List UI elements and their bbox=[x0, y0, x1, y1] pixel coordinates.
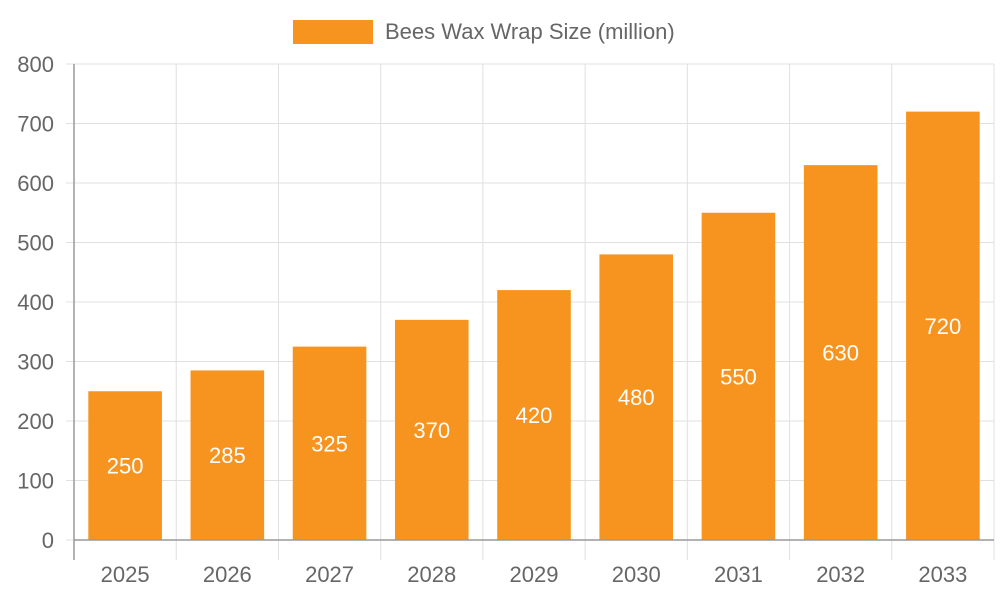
y-tick-label: 300 bbox=[17, 350, 54, 375]
bar bbox=[803, 165, 878, 540]
y-tick-label: 100 bbox=[17, 469, 54, 494]
bar bbox=[394, 319, 469, 540]
bar-value-label: 550 bbox=[720, 364, 757, 389]
y-tick-label: 800 bbox=[17, 52, 54, 77]
bar-value-label: 250 bbox=[107, 454, 144, 479]
bar-value-label: 480 bbox=[618, 385, 655, 410]
bar-value-label: 630 bbox=[822, 341, 859, 366]
y-tick-label: 400 bbox=[17, 290, 54, 315]
data-labels: 250 285 325 370 420 480 550 630 720 bbox=[107, 314, 961, 479]
bar bbox=[906, 111, 980, 540]
x-tick-label: 2033 bbox=[918, 562, 967, 587]
bar bbox=[190, 370, 265, 540]
x-tick-label: 2026 bbox=[203, 562, 252, 587]
bar-value-label: 325 bbox=[311, 431, 348, 456]
x-tick-label: 2029 bbox=[510, 562, 559, 587]
x-tick-label: 2032 bbox=[816, 562, 865, 587]
bar bbox=[599, 254, 674, 540]
y-tick-label: 200 bbox=[17, 409, 54, 434]
bar-value-label: 420 bbox=[516, 403, 553, 428]
bar bbox=[497, 290, 571, 540]
bar bbox=[292, 346, 367, 540]
x-tick-label: 2030 bbox=[612, 562, 661, 587]
y-tick-label: 0 bbox=[42, 528, 54, 553]
x-tick-label: 2027 bbox=[305, 562, 354, 587]
legend: Bees Wax Wrap Size (million) bbox=[293, 19, 675, 44]
axes: 0 100 200 300 400 500 600 700 800 2025 2026 2027 202… bbox=[17, 52, 994, 587]
x-tick-label: 2025 bbox=[101, 562, 150, 587]
bar-value-label: 285 bbox=[209, 443, 246, 468]
bar bbox=[701, 212, 776, 540]
bar-value-label: 720 bbox=[925, 314, 962, 339]
y-tick-label: 500 bbox=[17, 231, 54, 256]
legend-swatch bbox=[293, 20, 373, 44]
x-tick-label: 2028 bbox=[407, 562, 456, 587]
bar bbox=[88, 391, 162, 540]
x-tick-label: 2031 bbox=[714, 562, 763, 587]
legend-label: Bees Wax Wrap Size (million) bbox=[385, 19, 675, 44]
bar-value-label: 370 bbox=[413, 418, 450, 443]
y-tick-label: 700 bbox=[17, 112, 54, 137]
bars bbox=[88, 111, 980, 540]
y-tick-label: 600 bbox=[17, 171, 54, 196]
